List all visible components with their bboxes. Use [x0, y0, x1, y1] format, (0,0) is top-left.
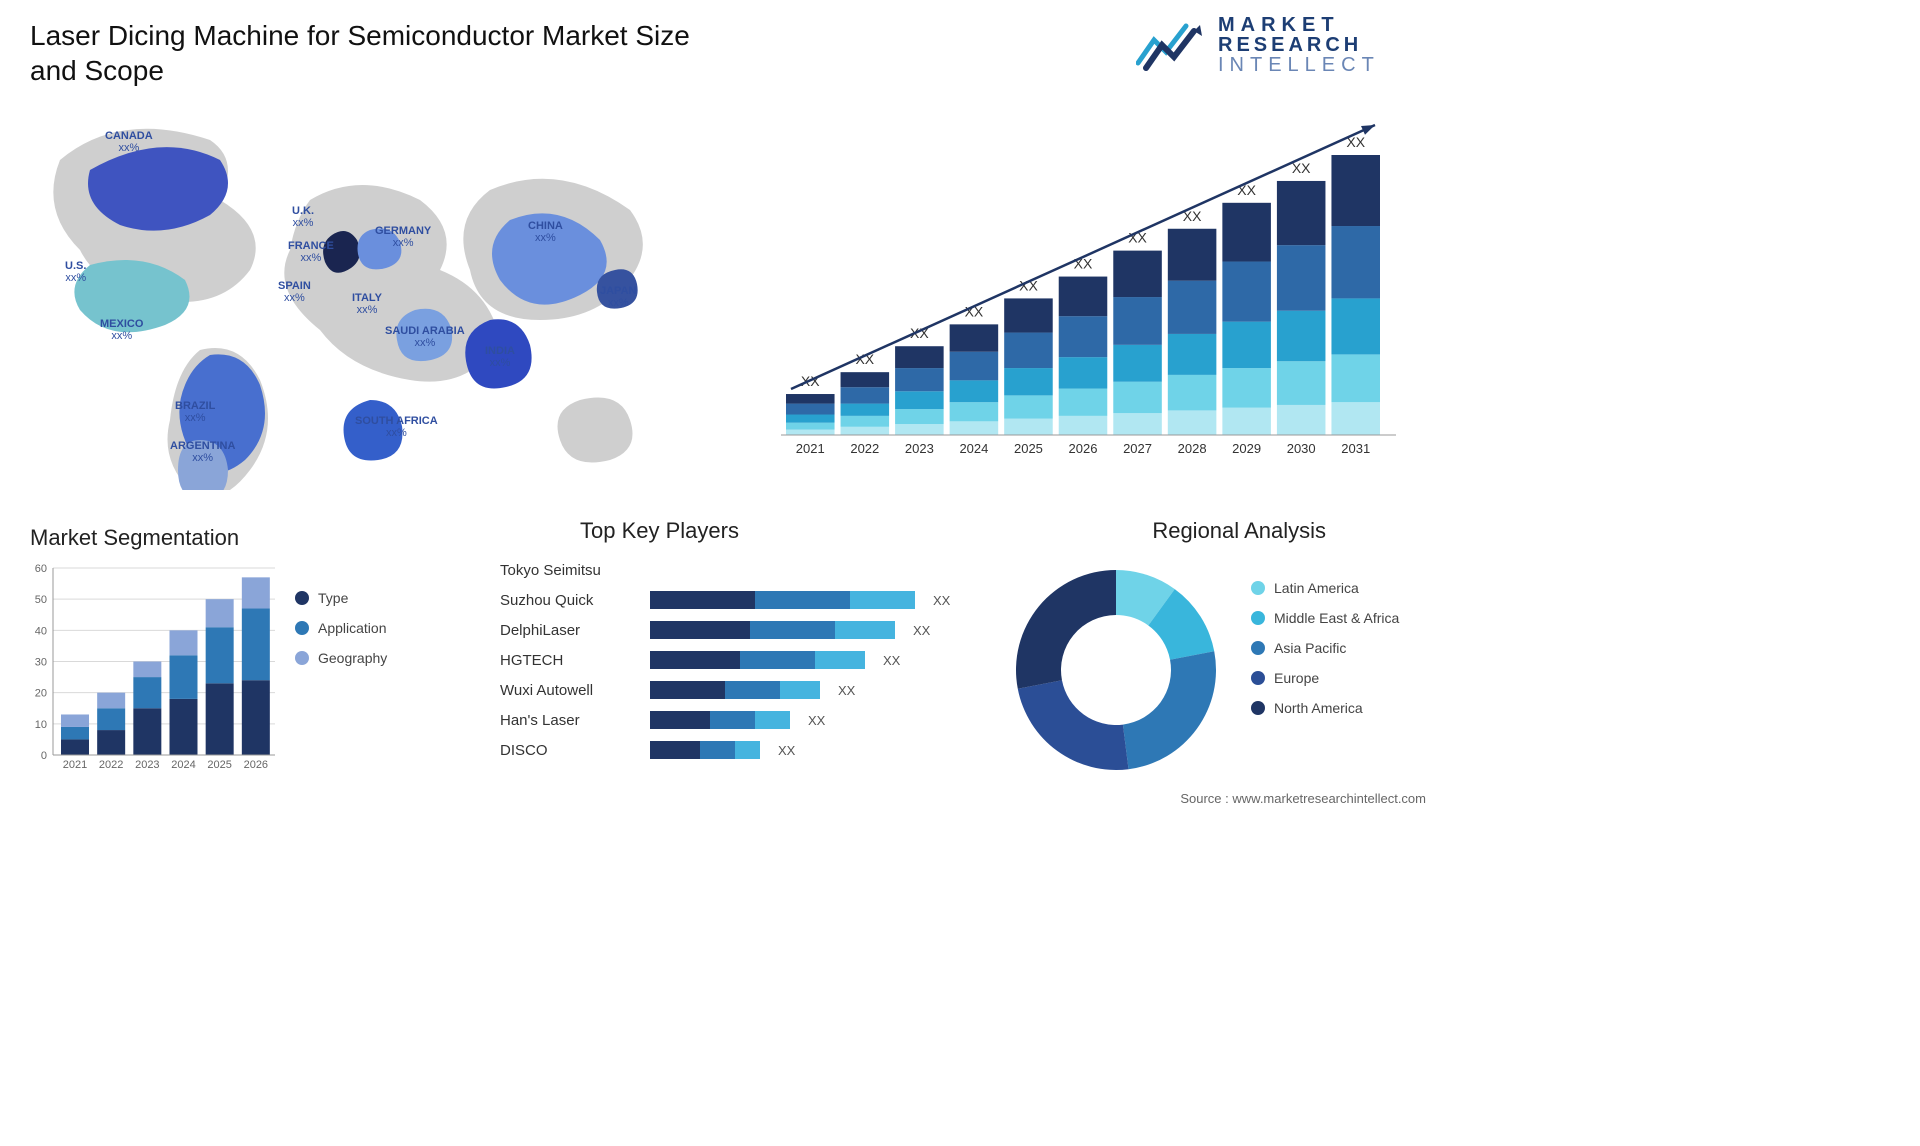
legend-item: Latin America — [1251, 580, 1426, 596]
svg-text:2026: 2026 — [1069, 441, 1098, 456]
svg-text:20: 20 — [35, 688, 47, 700]
regional-donut — [1011, 565, 1221, 775]
regional-legend: Latin America Middle East & Africa Asia Pa… — [1251, 580, 1426, 730]
source-line: Source : www.marketresearchintellect.com — [1180, 791, 1426, 806]
svg-text:2021: 2021 — [63, 759, 87, 771]
legend-item: Asia Pacific — [1251, 640, 1426, 656]
map-label: GERMANYxx% — [375, 225, 431, 249]
player-row: Wuxi AutowellXX — [500, 675, 970, 705]
world-map-block: CANADAxx% U.S.xx% MEXICOxx% BRAZILxx% ARGENT… — [20, 100, 720, 490]
map-label: SAUDI ARABIAxx% — [385, 325, 465, 349]
logo-icon — [1136, 18, 1206, 73]
map-label: U.S.xx% — [65, 260, 86, 284]
map-label: ITALYxx% — [352, 292, 382, 316]
growth-chart-svg: XX2021XX2022XX2023XX2024XX2025XX2026XX20… — [766, 95, 1426, 475]
legend-item: North America — [1251, 700, 1426, 716]
legend-item: Geography — [295, 650, 387, 666]
map-label: SPAINxx% — [278, 280, 311, 304]
legend-item: Application — [295, 620, 387, 636]
svg-text:2022: 2022 — [850, 441, 879, 456]
svg-text:2029: 2029 — [1232, 441, 1261, 456]
svg-text:2022: 2022 — [99, 759, 123, 771]
svg-text:2023: 2023 — [135, 759, 159, 771]
map-label: JAPANxx% — [600, 285, 636, 309]
page-title: Laser Dicing Machine for Semiconductor M… — [30, 18, 730, 88]
segmentation-legend: Type Application Geography — [295, 590, 387, 680]
map-label: FRANCExx% — [288, 240, 334, 264]
player-row: DISCOXX — [500, 735, 970, 765]
svg-text:10: 10 — [35, 719, 47, 731]
svg-text:0: 0 — [41, 750, 47, 762]
svg-text:2023: 2023 — [905, 441, 934, 456]
logo-text: MARKET RESEARCH INTELLECT — [1218, 15, 1380, 75]
map-label: CHINAxx% — [528, 220, 563, 244]
player-row: Han's LaserXX — [500, 705, 970, 735]
map-label: CANADAxx% — [105, 130, 153, 154]
svg-text:2026: 2026 — [244, 759, 268, 771]
svg-text:2025: 2025 — [207, 759, 231, 771]
player-row: DelphiLaserXX — [500, 615, 970, 645]
legend-item: Middle East & Africa — [1251, 610, 1426, 626]
player-row: Tokyo Seimitsu — [500, 555, 970, 585]
svg-text:30: 30 — [35, 657, 47, 669]
legend-item: Europe — [1251, 670, 1426, 686]
svg-text:40: 40 — [35, 625, 47, 637]
player-row: Suzhou QuickXX — [500, 585, 970, 615]
svg-text:60: 60 — [35, 563, 47, 575]
segmentation-title: Market Segmentation — [30, 525, 239, 551]
logo-line-2: RESEARCH — [1218, 35, 1380, 55]
segmentation-chart: 0 10 20 30 40 50 60 2021 2022 2023 2024 2025 2026 — [25, 560, 285, 775]
growth-chart: XX2021XX2022XX2023XX2024XX2025XX2026XX20… — [766, 95, 1426, 475]
svg-text:2024: 2024 — [171, 759, 195, 771]
regional-title: Regional Analysis — [1152, 518, 1326, 544]
players-title: Top Key Players — [580, 518, 739, 544]
map-label: INDIAxx% — [485, 345, 515, 369]
players-chart: Tokyo SeimitsuSuzhou QuickXXDelphiLaserX… — [500, 555, 970, 765]
map-label: ARGENTINAxx% — [170, 440, 235, 464]
svg-text:50: 50 — [35, 594, 47, 606]
map-label: MEXICOxx% — [100, 318, 143, 342]
segmentation-svg: 0 10 20 30 40 50 60 2021 2022 2023 2024 2025 2026 — [25, 560, 285, 775]
svg-text:2027: 2027 — [1123, 441, 1152, 456]
player-row: HGTECHXX — [500, 645, 970, 675]
svg-text:2025: 2025 — [1014, 441, 1043, 456]
svg-text:2021: 2021 — [796, 441, 825, 456]
legend-item: Type — [295, 590, 387, 606]
svg-text:2030: 2030 — [1287, 441, 1316, 456]
map-label: SOUTH AFRICAxx% — [355, 415, 438, 439]
svg-text:2031: 2031 — [1341, 441, 1370, 456]
donut-svg — [1011, 565, 1221, 775]
logo-line-1: MARKET — [1218, 15, 1380, 35]
map-label: BRAZILxx% — [175, 400, 215, 424]
svg-text:2024: 2024 — [959, 441, 988, 456]
svg-text:2028: 2028 — [1178, 441, 1207, 456]
map-label: U.K.xx% — [292, 205, 314, 229]
brand-logo: MARKET RESEARCH INTELLECT — [1136, 10, 1426, 80]
logo-line-3: INTELLECT — [1218, 55, 1380, 75]
